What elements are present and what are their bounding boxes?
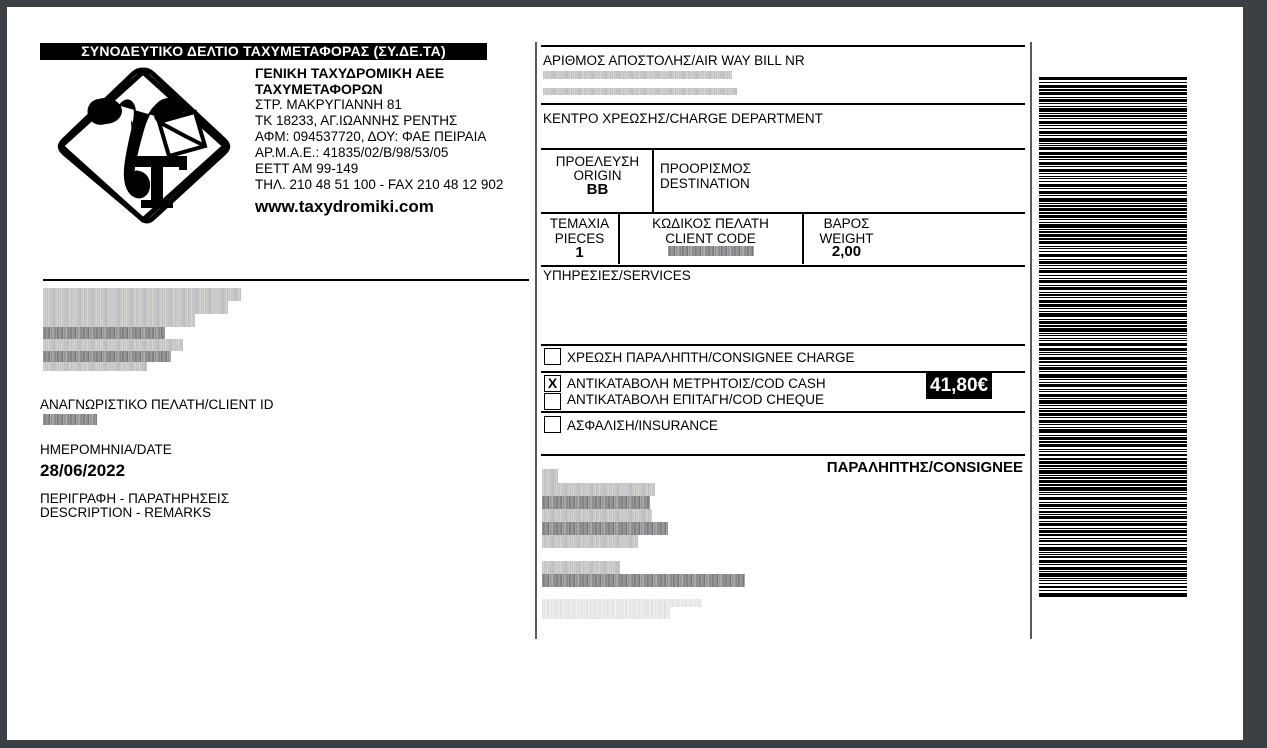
description-value[interactable] [40, 523, 526, 623]
company-name-line1: ΓΕΝΙΚΗ ΤΑΧΥΔΡΟΜΙΚΗ ΑΕΕ [255, 65, 445, 81]
label-cod-cash: ΑΝΤΙΚΑΤΑΒΟΛΗ ΜΕΤΡΗΤΟΙΣ/COD CASH [567, 376, 826, 391]
weight-label-en: WEIGHT [819, 231, 874, 246]
origin-value: BB [586, 181, 609, 198]
insurance-top-rule [541, 411, 1025, 413]
cod-amount-badge: 41,80€ [926, 373, 993, 399]
consignee-label: ΠΑΡΑΛΗΠΤΗΣ/CONSIGNEE [826, 459, 1023, 476]
clientcode-weight-divider [802, 214, 804, 264]
pieces-row-top-rule [541, 212, 1025, 214]
company-logo [43, 60, 243, 232]
weight-label-gr: ΒΑΡΟΣ [823, 216, 870, 231]
services-top-rule [541, 265, 1025, 267]
company-phone-fax: ΤΗΛ. 210 48 51 100 - FAX 210 48 12 902 [255, 177, 504, 192]
sender-address-redacted [43, 288, 243, 371]
client-code-label-gr: ΚΩΔΙΚΟΣ ΠΕΛΑΤΗ [652, 216, 769, 231]
consignee-charge-top-rule [541, 344, 1025, 346]
client-code-label-en: CLIENT CODE [665, 231, 756, 246]
company-name-line2: ΤΑΧΥΜΕΤΑΦΟΡΩΝ [255, 81, 383, 97]
cod-cash-top-rule [541, 371, 1025, 373]
page-title: ΣΥΝΟΔΕΥΤΙΚΟ ΔΕΛΤΙΟ ΤΑΧΥΜΕΤΑΦΟΡΑΣ (ΣΥ.ΔΕ.… [81, 43, 446, 59]
pieces-label-gr: ΤΕΜΑΧΙΑ [549, 216, 610, 231]
destination-value[interactable] [660, 192, 1020, 210]
destination-label-en: DESTINATION [660, 176, 750, 191]
pieces-label-en: PIECES [554, 231, 605, 246]
pieces-value: 1 [575, 244, 584, 261]
company-postal-city: ΤΚ 18233, ΑΓ.ΙΩΑΝΝΗΣ ΡΕΝΤΗΣ [255, 113, 458, 128]
label-insurance: ΑΣΦΑΛΙΣΗ/INSURANCE [567, 418, 718, 433]
origin-label-gr: ΠΡΟΕΛΕΥΣΗ [555, 154, 640, 169]
company-street: ΣΤΡ. ΜΑΚΡΥΓΙΑΝΝΗ 81 [255, 97, 402, 112]
charge-department-label: ΚΕΝΤΡΟ ΧΡΕΩΣΗΣ/CHARGE DEPARTMENT [543, 111, 823, 126]
checkbox-cod-cheque[interactable] [544, 393, 561, 410]
charge-department-top-rule [541, 103, 1025, 105]
document-title-bar: ΣΥΝΟΔΕΥΤΙΚΟ ΔΕΛΤΙΟ ΤΑΧΥΜΕΤΑΦΟΡΑΣ (ΣΥ.ΔΕ.… [40, 43, 487, 60]
origin-label-en: ORIGIN [573, 168, 622, 183]
awb-value-redacted [543, 71, 738, 95]
company-registry: ΑΡ.Μ.Α.Ε.: 41835/02/Β/98/53/05 [255, 145, 449, 160]
consignee-top-rule [541, 454, 1025, 456]
date-value: 28/06/2022 [40, 461, 126, 480]
shipment-barcode [1039, 77, 1187, 602]
date-label: ΗΜΕΡΟΜΗΝΙΑ/DATE [40, 442, 172, 457]
pieces-clientcode-divider [618, 214, 620, 264]
description-label-line1: ΠΕΡΙΓΡΑΦΗ - ΠΑΡΑΤΗΡΗΣΕΙΣ [40, 491, 230, 506]
panel-divider-left [535, 42, 537, 639]
company-eett: EETT AM 99-149 [255, 161, 359, 176]
client-code-value-redacted [668, 246, 754, 256]
origin-destination-divider [652, 148, 654, 213]
origin-row-top-rule [541, 148, 1025, 150]
company-details: ΓΕΝΙΚΗ ΤΑΧΥΔΡΟΜΙΚΗ ΑΕΕ ΤΑΧΥΜΕΤΑΦΟΡΩΝ ΣΤΡ… [255, 65, 525, 218]
left-header-separator [43, 279, 529, 281]
checkbox-cod-cash[interactable]: X [544, 375, 561, 392]
label-cod-cheque: ΑΝΤΙΚΑΤΑΒΟΛΗ ΕΠΙΤΑΓΗ/COD CHEQUE [567, 392, 824, 407]
label-consignee-charge: ΧΡΕΩΣΗ ΠΑΡΑΛΗΠΤΗ/CONSIGNEE CHARGE [567, 350, 855, 365]
cod-amount-value: 41,80€ [930, 375, 989, 396]
weight-value: 2,00 [831, 243, 862, 260]
company-tax-id: ΑΦΜ: 094537720, ΔΟΥ: ΦΑΕ ΠΕΙΡΑΙΑ [255, 129, 487, 144]
awb-top-rule [541, 45, 1025, 47]
consignee-address-tail-redacted [542, 607, 672, 619]
charge-department-value[interactable] [543, 127, 1023, 141]
destination-label-gr: ΠΡΟΟΡΙΣΜΟΣ [660, 161, 751, 176]
awb-label: ΑΡΙΘΜΟΣ ΑΠΟΣΤΟΛΗΣ/AIR WAY BILL NR [543, 53, 805, 68]
description-label-line2: DESCRIPTION - REMARKS [40, 505, 212, 520]
services-label: ΥΠΗΡΕΣΙΕΣ/SERVICES [543, 268, 691, 283]
consignee-address-redacted [542, 469, 752, 619]
checkbox-insurance[interactable] [544, 416, 561, 433]
client-id-value-redacted [43, 414, 97, 425]
company-website[interactable]: www.taxydromiki.com [255, 197, 434, 216]
checkbox-consignee-charge[interactable] [544, 348, 561, 365]
panel-divider-right [1030, 42, 1032, 639]
waybill-page: ΣΥΝΟΔΕΥΤΙΚΟ ΔΕΛΤΙΟ ΤΑΧΥΜΕΤΑΦΟΡΑΣ (ΣΥ.ΔΕ.… [7, 7, 1243, 740]
services-value[interactable] [543, 287, 1023, 342]
client-id-label: ΑΝΑΓΝΩΡΙΣΤΙΚΟ ΠΕΛΑΤΗ/CLIENT ID [40, 397, 274, 412]
